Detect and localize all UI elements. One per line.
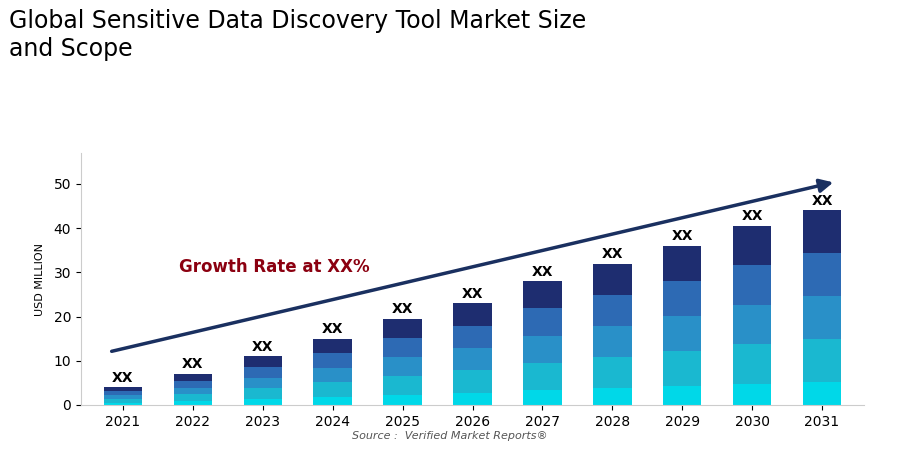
Bar [733, 383, 771, 405]
Bar [454, 326, 491, 348]
Bar [733, 305, 771, 344]
Bar [803, 296, 842, 339]
Bar [383, 357, 422, 376]
Bar [663, 316, 701, 351]
Text: XX: XX [252, 340, 274, 354]
Text: XX: XX [182, 357, 203, 371]
Bar [174, 374, 212, 381]
Bar [244, 356, 282, 367]
Bar [454, 348, 491, 370]
Bar [104, 387, 142, 391]
Bar [803, 253, 842, 296]
Text: XX: XX [322, 322, 344, 336]
Text: XX: XX [742, 209, 763, 223]
Text: XX: XX [671, 229, 693, 243]
Bar [733, 226, 771, 266]
Text: XX: XX [601, 247, 623, 261]
Bar [733, 266, 771, 305]
Text: XX: XX [392, 302, 413, 316]
Bar [313, 353, 352, 368]
Bar [244, 388, 282, 399]
Bar [593, 264, 632, 295]
Bar [663, 386, 701, 405]
Bar [104, 403, 142, 405]
Bar [454, 370, 491, 393]
Text: XX: XX [532, 265, 554, 279]
Bar [523, 363, 562, 390]
Bar [104, 399, 142, 403]
Bar [244, 378, 282, 388]
Bar [104, 391, 142, 395]
Bar [663, 281, 701, 316]
Bar [244, 399, 282, 405]
Bar [244, 367, 282, 378]
Bar [383, 319, 422, 338]
Bar [803, 382, 842, 405]
Text: XX: XX [462, 287, 483, 301]
Text: Growth Rate at XX%: Growth Rate at XX% [179, 258, 370, 276]
Bar [523, 390, 562, 405]
Bar [733, 344, 771, 383]
Bar [104, 395, 142, 399]
Bar [454, 303, 491, 326]
Text: Global Sensitive Data Discovery Tool Market Size
and Scope: Global Sensitive Data Discovery Tool Mar… [9, 9, 586, 61]
Bar [313, 397, 352, 405]
Bar [383, 395, 422, 405]
Bar [383, 376, 422, 395]
Bar [803, 211, 842, 253]
Bar [313, 368, 352, 382]
Bar [174, 401, 212, 405]
Text: Source :  Verified Market Reports®: Source : Verified Market Reports® [352, 431, 548, 441]
Bar [174, 395, 212, 401]
Y-axis label: USD MILLION: USD MILLION [35, 243, 45, 315]
Bar [663, 246, 701, 281]
Text: XX: XX [811, 194, 832, 208]
Bar [663, 351, 701, 386]
Bar [593, 295, 632, 326]
Bar [593, 326, 632, 357]
Bar [313, 382, 352, 397]
Bar [523, 281, 562, 308]
Bar [313, 339, 352, 353]
Text: XX: XX [112, 371, 134, 385]
Bar [803, 339, 842, 382]
Bar [454, 393, 491, 405]
Bar [383, 338, 422, 357]
Bar [174, 381, 212, 387]
Bar [174, 387, 212, 395]
Bar [593, 357, 632, 388]
Bar [593, 388, 632, 405]
Bar [523, 308, 562, 336]
Bar [523, 336, 562, 363]
